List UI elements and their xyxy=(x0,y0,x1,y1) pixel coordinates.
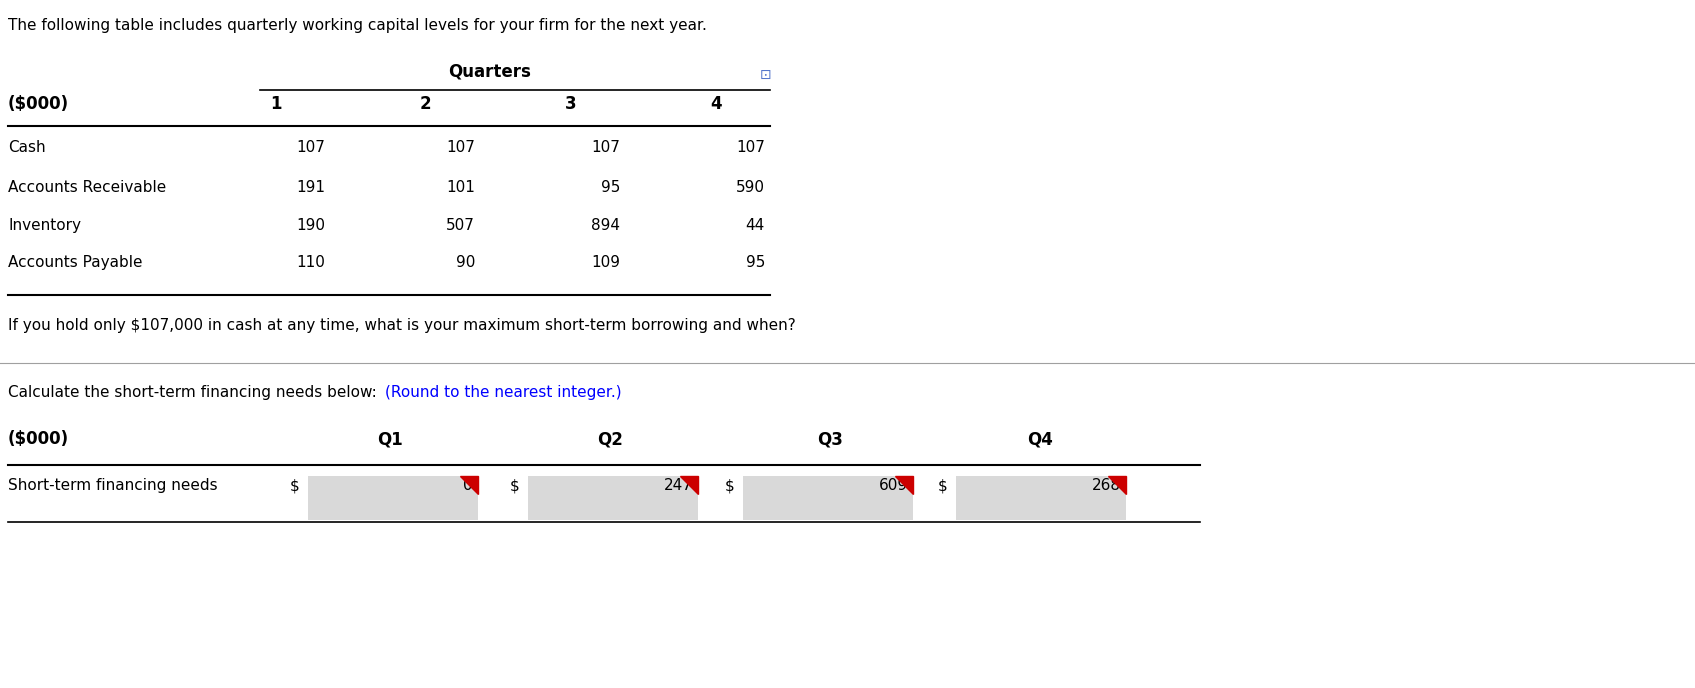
Text: 4: 4 xyxy=(710,95,722,113)
Text: Accounts Payable: Accounts Payable xyxy=(8,255,142,270)
FancyBboxPatch shape xyxy=(308,476,478,520)
Text: 101: 101 xyxy=(446,180,475,195)
Text: Inventory: Inventory xyxy=(8,218,81,233)
Text: 190: 190 xyxy=(297,218,325,233)
Text: ($000): ($000) xyxy=(8,95,69,113)
FancyBboxPatch shape xyxy=(956,476,1125,520)
Text: Quarters: Quarters xyxy=(449,62,532,80)
Text: Q1: Q1 xyxy=(376,430,403,448)
Text: 90: 90 xyxy=(456,255,475,270)
Text: 1: 1 xyxy=(270,95,281,113)
Text: Short-term financing needs: Short-term financing needs xyxy=(8,478,217,493)
Text: Accounts Receivable: Accounts Receivable xyxy=(8,180,166,195)
Text: 107: 107 xyxy=(592,140,620,155)
Text: 95: 95 xyxy=(746,255,764,270)
Text: 247: 247 xyxy=(664,478,693,493)
FancyBboxPatch shape xyxy=(742,476,914,520)
Text: (Round to the nearest integer.): (Round to the nearest integer.) xyxy=(385,385,622,400)
Polygon shape xyxy=(895,476,914,494)
Text: 2: 2 xyxy=(420,95,432,113)
Polygon shape xyxy=(1109,476,1125,494)
Text: 590: 590 xyxy=(736,180,764,195)
Polygon shape xyxy=(680,476,698,494)
Polygon shape xyxy=(459,476,478,494)
Text: 107: 107 xyxy=(446,140,475,155)
Text: 109: 109 xyxy=(592,255,620,270)
Text: ⊡: ⊡ xyxy=(759,68,771,82)
Text: $: $ xyxy=(937,478,948,493)
Text: Q3: Q3 xyxy=(817,430,842,448)
Text: 894: 894 xyxy=(592,218,620,233)
Text: 0: 0 xyxy=(463,478,473,493)
Text: 191: 191 xyxy=(297,180,325,195)
Text: Calculate the short-term financing needs below:: Calculate the short-term financing needs… xyxy=(8,385,381,400)
Text: $: $ xyxy=(510,478,520,493)
Text: 609: 609 xyxy=(880,478,909,493)
Text: $: $ xyxy=(290,478,300,493)
Text: ($000): ($000) xyxy=(8,430,69,448)
Text: The following table includes quarterly working capital levels for your firm for : The following table includes quarterly w… xyxy=(8,18,707,33)
Text: Q2: Q2 xyxy=(597,430,624,448)
FancyBboxPatch shape xyxy=(529,476,698,520)
Text: If you hold only $107,000 in cash at any time, what is your maximum short-term b: If you hold only $107,000 in cash at any… xyxy=(8,318,795,333)
Text: 3: 3 xyxy=(564,95,576,113)
Text: Cash: Cash xyxy=(8,140,46,155)
Text: 268: 268 xyxy=(1092,478,1120,493)
Text: Q4: Q4 xyxy=(1027,430,1053,448)
Text: 107: 107 xyxy=(736,140,764,155)
Text: 110: 110 xyxy=(297,255,325,270)
Text: 44: 44 xyxy=(746,218,764,233)
Text: 507: 507 xyxy=(446,218,475,233)
Text: 95: 95 xyxy=(600,180,620,195)
Text: $: $ xyxy=(725,478,734,493)
Text: 107: 107 xyxy=(297,140,325,155)
